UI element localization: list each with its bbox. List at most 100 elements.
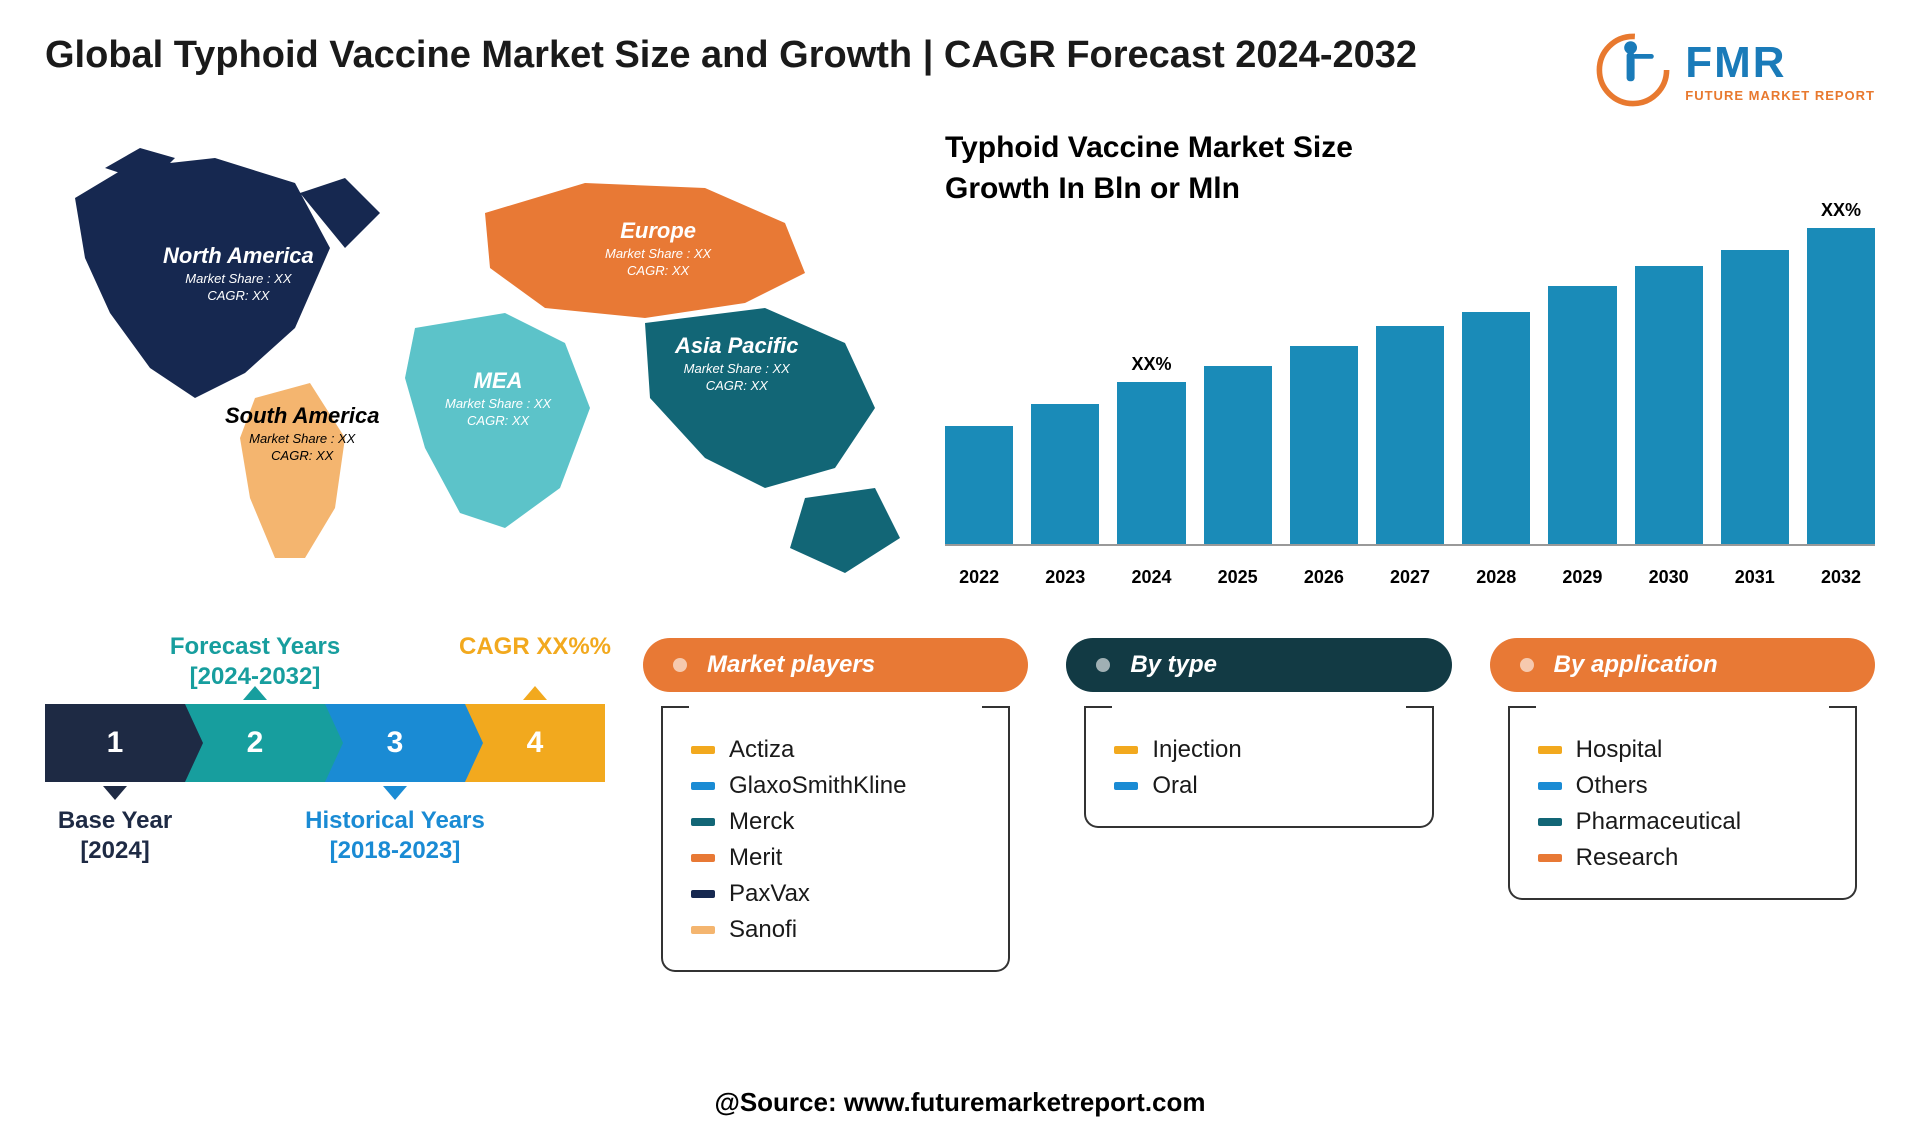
bar-rect xyxy=(1721,250,1789,544)
list-item-text: Merit xyxy=(729,844,782,872)
bar-rect xyxy=(1376,326,1444,544)
world-map: North America Market Share : XX CAGR: XX… xyxy=(45,128,915,588)
list-by-type: Injection Oral xyxy=(1084,706,1433,828)
col-by-application: By application HospitalOthersPharmaceuti… xyxy=(1490,638,1875,900)
xlabel: 2025 xyxy=(1204,567,1272,588)
timeline-arrow-icon xyxy=(103,786,127,800)
timeline-seg-3: 3 xyxy=(325,704,465,782)
list-item: Actiza xyxy=(691,736,998,764)
bullet-icon xyxy=(1538,854,1562,862)
xlabel: 2029 xyxy=(1548,567,1616,588)
list-item: Merck xyxy=(691,808,998,836)
xlabel: 2031 xyxy=(1721,567,1789,588)
bullet-icon xyxy=(1538,818,1562,826)
source-text: @Source: www.futuremarketreport.com xyxy=(0,1087,1920,1118)
xlabel: 2023 xyxy=(1031,567,1099,588)
xlabel: 2030 xyxy=(1635,567,1703,588)
timeline-seg-2: 2 xyxy=(185,704,325,782)
bar-rect xyxy=(1031,404,1099,544)
list-item-text: Research xyxy=(1576,844,1679,872)
bullet-icon xyxy=(691,818,715,826)
col-by-type: By type Injection Oral xyxy=(1066,638,1451,828)
pill-dot-icon xyxy=(673,658,687,672)
xlabel: 2027 xyxy=(1376,567,1444,588)
logo: FMR FUTURE MARKET REPORT xyxy=(1593,30,1875,110)
timeline-label-2: Forecast Years [2024-2032] xyxy=(160,632,350,692)
timeline-seg-4: 4 xyxy=(465,704,605,782)
list-item: Injection xyxy=(1114,736,1421,764)
bullet-icon xyxy=(691,782,715,790)
timeline-label-4: CAGR XX%% xyxy=(440,632,630,662)
pill-by-type: By type xyxy=(1066,638,1451,692)
bar-2023 xyxy=(1031,404,1099,544)
chart-xlabels: 2022 2023 2024 2025 2026 2027 2028 2029 2030 2031… xyxy=(945,567,1875,588)
bar-2030 xyxy=(1635,266,1703,544)
bar-rect: XX% xyxy=(1807,228,1875,544)
list-item-text: PaxVax xyxy=(729,880,810,908)
list-item: Others xyxy=(1538,772,1845,800)
list-item: Research xyxy=(1538,844,1845,872)
logo-sub-text: FUTURE MARKET REPORT xyxy=(1685,88,1875,103)
logo-fmr-text: FMR xyxy=(1685,38,1875,88)
bar-annotation: XX% xyxy=(1131,354,1171,375)
bullet-icon xyxy=(1538,746,1562,754)
bar-rect xyxy=(1462,312,1530,544)
bullet-icon xyxy=(691,746,715,754)
list-by-application: HospitalOthersPharmaceuticalResearch xyxy=(1508,706,1857,900)
logo-icon xyxy=(1593,30,1673,110)
bar-2032: XX% xyxy=(1807,228,1875,544)
bullet-icon xyxy=(1114,746,1138,754)
list-item-text: Others xyxy=(1576,772,1648,800)
list-item-text: Sanofi xyxy=(729,916,797,944)
list-item: Oral xyxy=(1114,772,1421,800)
xlabel: 2024 xyxy=(1117,567,1185,588)
bar-2029 xyxy=(1548,286,1616,544)
bar-2027 xyxy=(1376,326,1444,544)
bar-rect xyxy=(1290,346,1358,544)
bullet-icon xyxy=(691,890,715,898)
label-north-america: North America Market Share : XX CAGR: XX xyxy=(163,243,314,303)
pill-dot-icon xyxy=(1520,658,1534,672)
bottom-row: 1234 Base Year [2024]Forecast Years [202… xyxy=(45,638,1875,972)
bar-rect: XX% xyxy=(1117,382,1185,544)
xlabel: 2026 xyxy=(1290,567,1358,588)
list-item: Merit xyxy=(691,844,998,872)
timeline: 1234 Base Year [2024]Forecast Years [202… xyxy=(45,638,605,782)
label-mea: MEA Market Share : XX CAGR: XX xyxy=(445,368,551,428)
pill-by-application: By application xyxy=(1490,638,1875,692)
chart-title: Typhoid Vaccine Market Size Growth In Bl… xyxy=(945,128,1395,209)
label-europe: Europe Market Share : XX CAGR: XX xyxy=(605,218,711,278)
label-south-america: South America Market Share : XX CAGR: XX xyxy=(225,403,379,463)
bar-2028 xyxy=(1462,312,1530,544)
xlabel: 2022 xyxy=(945,567,1013,588)
timeline-arrow-icon xyxy=(243,686,267,700)
bullet-icon xyxy=(691,926,715,934)
xlabel: 2028 xyxy=(1462,567,1530,588)
bar-2026 xyxy=(1290,346,1358,544)
bar-2022 xyxy=(945,426,1013,544)
page-title: Global Typhoid Vaccine Market Size and G… xyxy=(45,30,1417,81)
list-item-text: Oral xyxy=(1152,772,1197,800)
bar-rect xyxy=(1204,366,1272,544)
list-item: Sanofi xyxy=(691,916,998,944)
timeline-arrow-icon xyxy=(383,786,407,800)
list-item-text: Pharmaceutical xyxy=(1576,808,1741,836)
bar-annotation: XX% xyxy=(1821,200,1861,221)
timeline-arrow-icon xyxy=(523,686,547,700)
chart-bars: XX% XX% xyxy=(945,226,1875,546)
pill-market-players: Market players xyxy=(643,638,1028,692)
header: Global Typhoid Vaccine Market Size and G… xyxy=(45,30,1875,110)
label-asia-pacific: Asia Pacific Market Share : XX CAGR: XX xyxy=(675,333,799,393)
bar-rect xyxy=(1548,286,1616,544)
xlabel: 2032 xyxy=(1807,567,1875,588)
col-market-players: Market players Actiza GlaxoSmithKline Merc… xyxy=(643,638,1028,972)
list-item-text: Actiza xyxy=(729,736,794,764)
list-item: PaxVax xyxy=(691,880,998,908)
bullet-icon xyxy=(1538,782,1562,790)
timeline-label-3: Historical Years [2018-2023] xyxy=(300,806,490,866)
bar-chart: Typhoid Vaccine Market Size Growth In Bl… xyxy=(945,128,1875,588)
bar-rect xyxy=(945,426,1013,544)
list-item: GlaxoSmithKline xyxy=(691,772,998,800)
timeline-seg-1: 1 xyxy=(45,704,185,782)
list-item: Pharmaceutical xyxy=(1538,808,1845,836)
